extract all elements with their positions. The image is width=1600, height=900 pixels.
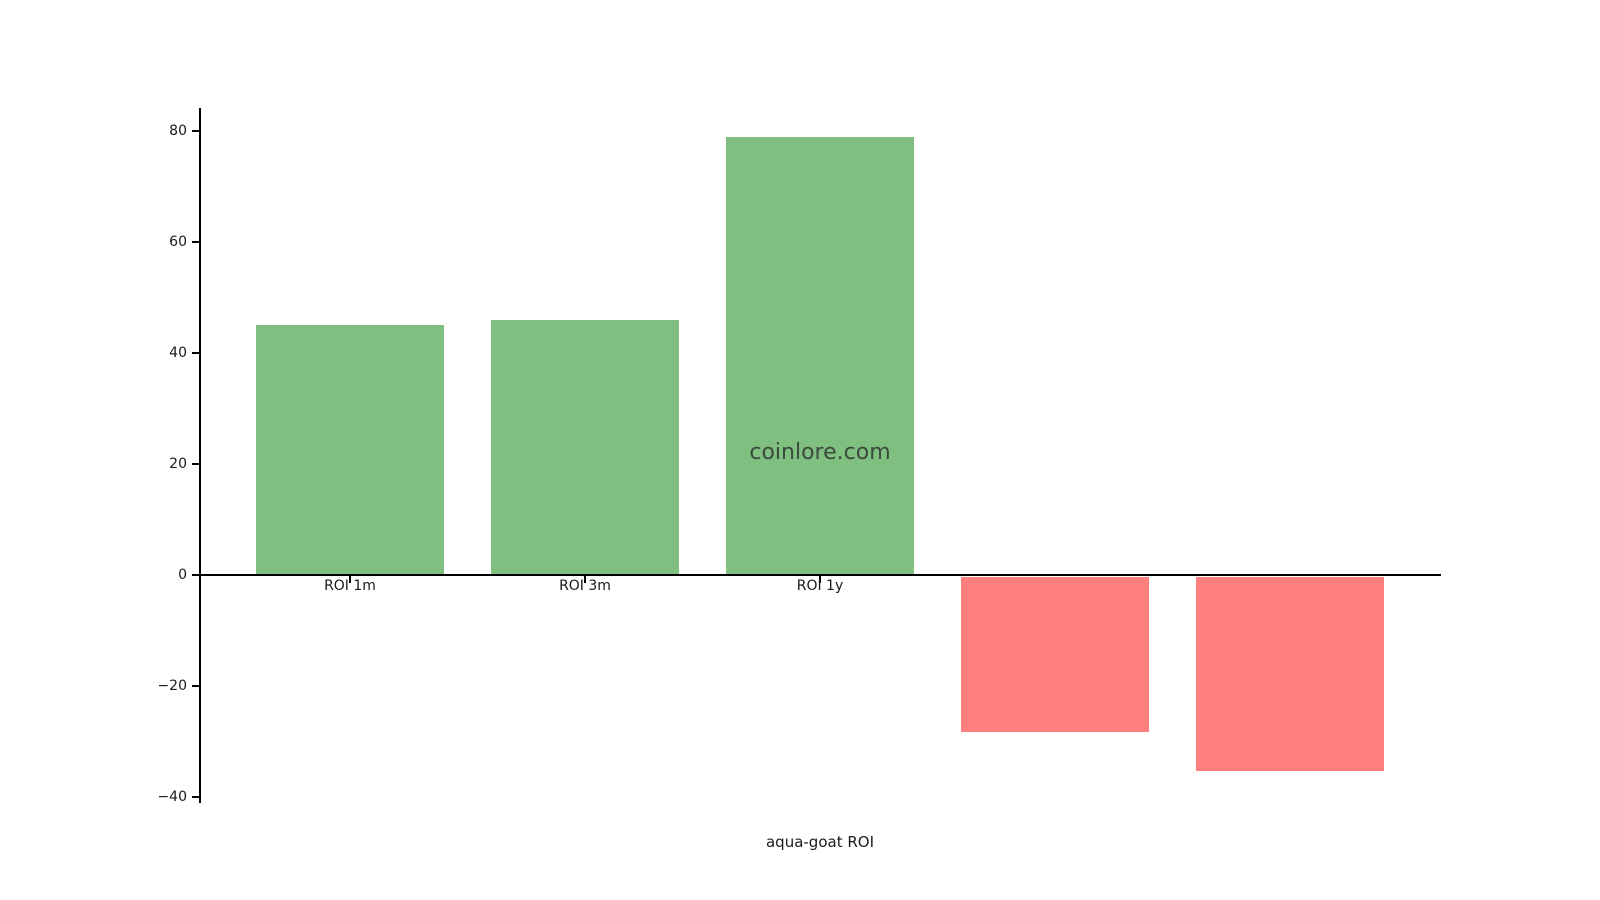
y-tick-mark	[192, 685, 199, 687]
y-tick-label: 0	[178, 567, 187, 583]
x-tick-mark	[819, 574, 821, 583]
bar-roi-3m	[491, 319, 679, 575]
x-tick-label: ROI 3m	[559, 578, 611, 594]
y-tick-mark	[192, 130, 199, 132]
y-tick-label: 60	[169, 234, 187, 250]
y-tick-mark	[192, 352, 199, 354]
x-tick-label: ROI 1y	[796, 578, 844, 594]
y-tick-label: 20	[169, 456, 187, 472]
y-tick-mark	[192, 796, 199, 798]
y-tick-label: −40	[157, 789, 187, 805]
x-tick-label: ROI 1m	[324, 578, 376, 594]
x-tick-mark	[584, 574, 586, 583]
y-tick-label: 40	[169, 345, 187, 361]
y-tick-label: −20	[157, 678, 187, 694]
bar-roi-1m	[256, 325, 444, 575]
y-axis-line	[199, 108, 201, 803]
bar-negative-4	[961, 576, 1149, 732]
bar-negative-5	[1196, 576, 1384, 771]
x-axis-title: aqua-goat ROI	[765, 833, 875, 851]
y-tick-mark	[192, 241, 199, 243]
bar-roi-1y	[726, 136, 914, 575]
y-tick-mark	[192, 574, 199, 576]
y-tick-mark	[192, 463, 199, 465]
watermark-text: coinlore.com	[749, 440, 891, 465]
x-tick-mark	[349, 574, 351, 583]
y-tick-label: 80	[169, 123, 187, 139]
